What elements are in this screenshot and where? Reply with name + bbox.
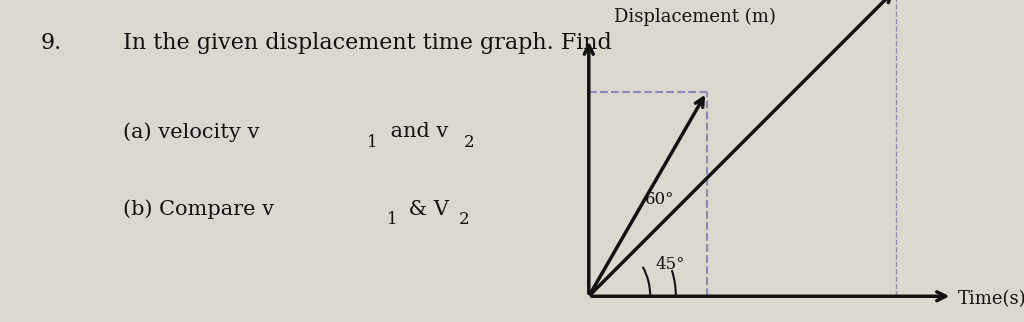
Text: Displacement (m): Displacement (m): [614, 7, 776, 26]
Text: Time(s): Time(s): [957, 290, 1024, 308]
Text: 2: 2: [464, 134, 474, 151]
Text: 9.: 9.: [41, 32, 62, 54]
Text: 1: 1: [387, 211, 397, 228]
Text: & V: & V: [402, 200, 450, 219]
Text: 1: 1: [367, 134, 377, 151]
Text: 60°: 60°: [645, 191, 675, 208]
Text: 2: 2: [459, 211, 469, 228]
Text: (b) Compare v: (b) Compare v: [123, 200, 274, 219]
Text: and v: and v: [384, 122, 449, 141]
Text: (a) velocity v: (a) velocity v: [123, 122, 259, 142]
Text: 45°: 45°: [655, 256, 685, 272]
Text: In the given displacement time graph. Find: In the given displacement time graph. Fi…: [123, 32, 611, 54]
